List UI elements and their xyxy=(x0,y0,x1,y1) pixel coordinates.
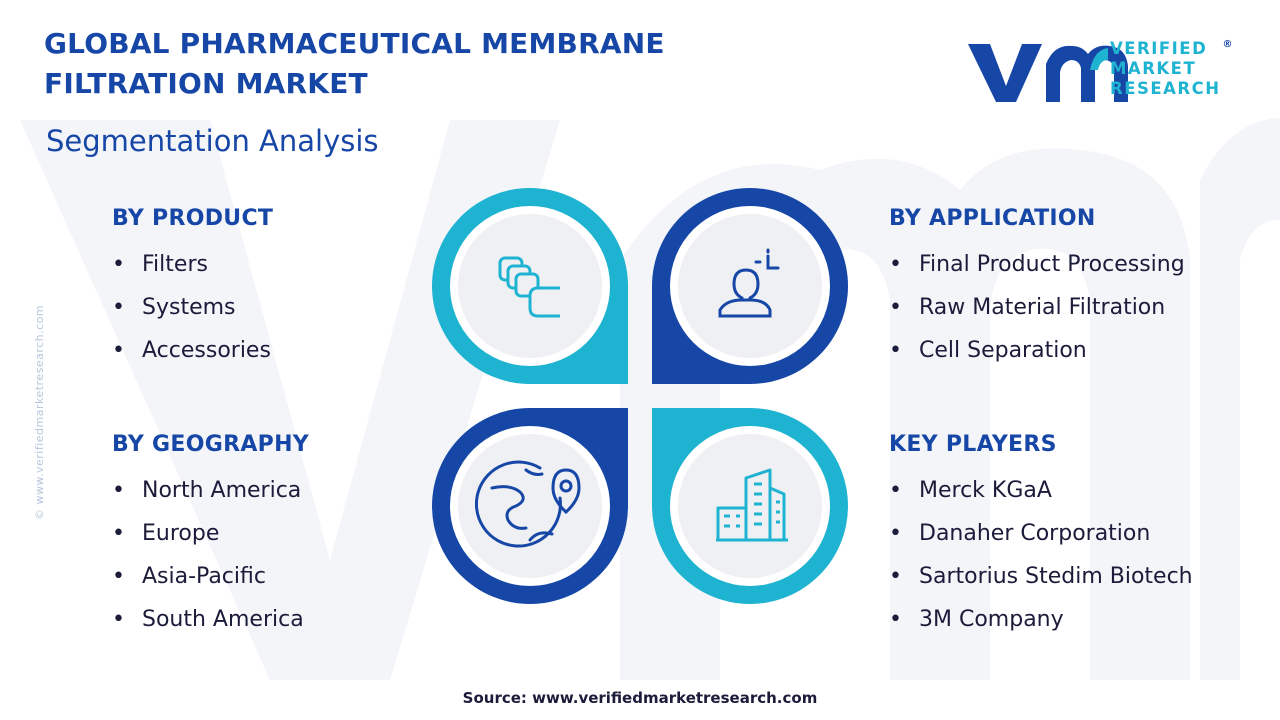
person-process-icon xyxy=(718,248,780,318)
segment-heading: BY APPLICATION xyxy=(889,206,1096,231)
list-item: North America xyxy=(112,469,309,512)
logo-wordmark: VERIFIED MARKET RESEARCH ® xyxy=(1110,39,1233,99)
list-item: Final Product Processing xyxy=(889,243,1185,286)
logo-line-3: RESEARCH xyxy=(1110,79,1221,98)
list-item: Merck KGaA xyxy=(889,469,1193,512)
segment-by-geography: BY GEOGRAPHY North America Europe Asia-P… xyxy=(112,432,309,641)
logo-line-1: VERIFIED xyxy=(1110,39,1208,58)
list-item: Asia-Pacific xyxy=(112,555,309,598)
petal-players xyxy=(652,408,848,604)
list-item: Accessories xyxy=(112,329,273,372)
list-item: Danaher Corporation xyxy=(889,512,1193,555)
registered-mark: ® xyxy=(1222,39,1233,50)
source-footnote: Source: www.verifiedmarketresearch.com xyxy=(462,689,818,707)
segment-heading: BY GEOGRAPHY xyxy=(112,432,310,457)
filter-cartridges-icon xyxy=(498,256,560,318)
city-buildings-icon xyxy=(716,468,788,542)
segment-quad-graphic xyxy=(432,188,848,604)
petal-application xyxy=(652,188,848,384)
list-item: Systems xyxy=(112,286,273,329)
segment-list: Merck KGaA Danaher Corporation Sartorius… xyxy=(889,469,1193,641)
title-line-1: GLOBAL PHARMACEUTICAL MEMBRANE xyxy=(44,27,665,60)
vmr-logo-icon xyxy=(968,44,1128,102)
segment-heading: BY PRODUCT xyxy=(112,206,274,231)
list-item: Sartorius Stedim Biotech xyxy=(889,555,1193,598)
logo-line-2: MARKET xyxy=(1110,59,1197,78)
page-title: GLOBAL PHARMACEUTICAL MEMBRANE FILTRATIO… xyxy=(44,24,764,104)
segment-list: North America Europe Asia-Pacific South … xyxy=(112,469,309,641)
page-subtitle: Segmentation Analysis xyxy=(46,124,379,158)
segment-by-product: BY PRODUCT Filters Systems Accessories xyxy=(112,206,273,372)
segment-by-application: BY APPLICATION Final Product Processing … xyxy=(889,206,1185,372)
list-item: 3M Company xyxy=(889,598,1193,641)
side-watermark-text: © www.verifiedmarketresearch.com xyxy=(33,304,46,520)
list-item: Raw Material Filtration xyxy=(889,286,1185,329)
petal-geography xyxy=(432,408,628,604)
segment-key-players: KEY PLAYERS Merck KGaA Danaher Corporati… xyxy=(889,432,1193,641)
list-item: Cell Separation xyxy=(889,329,1185,372)
list-item: South America xyxy=(112,598,309,641)
segment-heading: KEY PLAYERS xyxy=(889,432,1057,457)
segment-list: Filters Systems Accessories xyxy=(112,243,273,372)
list-item: Filters xyxy=(112,243,273,286)
title-line-2: FILTRATION MARKET xyxy=(44,67,368,100)
list-item: Europe xyxy=(112,512,309,555)
segment-list: Final Product Processing Raw Material Fi… xyxy=(889,243,1185,372)
globe-location-icon xyxy=(474,460,581,548)
